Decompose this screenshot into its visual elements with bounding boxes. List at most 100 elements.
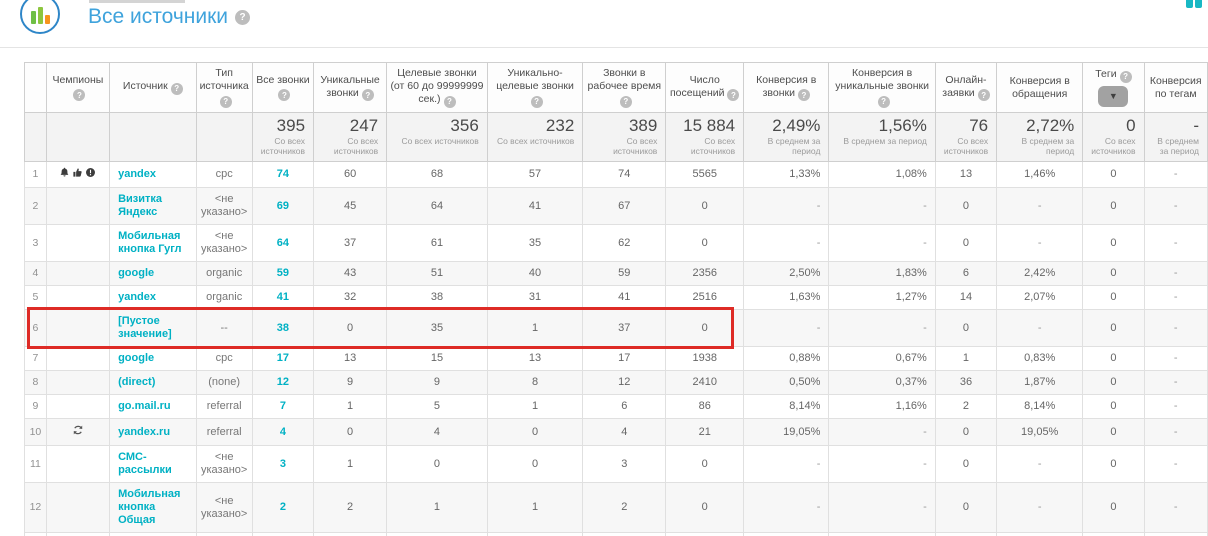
cell-online_leads: 1 bbox=[934, 346, 998, 371]
source-link[interactable]: yandex bbox=[118, 168, 156, 180]
help-icon[interactable]: ? bbox=[278, 89, 291, 102]
all-calls-link[interactable]: 17 bbox=[276, 352, 290, 364]
source-link[interactable]: Мобильная кнопка Гугл bbox=[118, 230, 182, 255]
column-header-conv_unique_calls[interactable]: Конверсия в уникальные звонки? bbox=[828, 62, 936, 113]
cell-conv_requests: - bbox=[996, 532, 1084, 536]
all-calls-link[interactable]: 59 bbox=[276, 267, 290, 279]
column-label: Уникальные звонки bbox=[320, 73, 380, 99]
help-icon[interactable]: ? bbox=[73, 89, 86, 102]
total-value: - bbox=[1193, 116, 1199, 135]
cell-conv_unique_calls: 0,37% bbox=[828, 370, 936, 395]
cell-source: Мобильная кнопка Гугл bbox=[109, 224, 197, 262]
help-icon[interactable]: ? bbox=[797, 89, 810, 102]
cell-source: yandex.ru bbox=[109, 418, 197, 446]
source-link[interactable]: Мобильная кнопка Общая bbox=[118, 488, 181, 526]
help-icon[interactable]: ? bbox=[877, 95, 890, 108]
cell-working_hours_calls: 41 bbox=[582, 285, 667, 310]
help-icon[interactable]: ? bbox=[170, 82, 183, 95]
all-calls-link[interactable]: 64 bbox=[276, 236, 290, 249]
source-link[interactable]: [Пустое значение] bbox=[118, 315, 172, 340]
source-link[interactable]: google bbox=[118, 352, 155, 364]
cell-conv_tags: - bbox=[1143, 261, 1208, 286]
page-title: Все источники bbox=[88, 5, 229, 28]
help-icon[interactable]: ? bbox=[1119, 70, 1132, 83]
cell-conv_calls: - bbox=[743, 309, 830, 347]
all-calls-link[interactable]: 2 bbox=[279, 501, 286, 513]
source-link[interactable]: Визитка Яндекс bbox=[118, 193, 163, 218]
source-link[interactable]: google bbox=[118, 267, 155, 279]
cell-visits: 2356 bbox=[665, 261, 745, 286]
column-header-tags[interactable]: Теги? ▼ bbox=[1082, 62, 1145, 113]
cell-target_calls: 61 bbox=[386, 224, 488, 262]
source-link[interactable]: СМС-рассылки bbox=[118, 451, 172, 476]
column-header-conv_requests[interactable]: Конверсия в обращения bbox=[996, 62, 1084, 113]
total-value: 1,56% bbox=[878, 116, 927, 135]
logo-bar-chart-icon bbox=[20, 0, 60, 34]
column-header-target_calls[interactable]: Целевые звонки (от 60 до 99999999 сек.)? bbox=[386, 62, 488, 113]
cell-visits: 0 bbox=[665, 224, 745, 262]
cell-conv_unique_calls: - bbox=[828, 445, 936, 483]
column-header-champions[interactable]: Чемпионы? bbox=[45, 62, 111, 113]
column-header-unique_calls[interactable]: Уникальные звонки? bbox=[313, 62, 388, 113]
source-link[interactable]: (direct) bbox=[118, 376, 156, 388]
cell-working_hours_calls: 62 bbox=[582, 224, 667, 262]
all-calls-link[interactable]: 4 bbox=[279, 425, 286, 438]
help-icon[interactable]: ? bbox=[977, 89, 990, 102]
column-header-conv_calls[interactable]: Конверсия в звонки? bbox=[743, 62, 830, 113]
all-calls-link[interactable]: 74 bbox=[276, 168, 290, 180]
column-header-conv_tags[interactable]: Конверсия по тегам bbox=[1143, 62, 1208, 113]
column-header-source[interactable]: Источник? bbox=[109, 62, 197, 113]
table-row: 10 yandex.ru referral 4 0 4 0 4 21 19,05% -0 19,05%… bbox=[24, 418, 1208, 446]
cell-conv_requests: 1,46% bbox=[996, 161, 1084, 188]
total-cell-unique_calls: 247 Со всех источников bbox=[313, 112, 388, 162]
cell-unique_calls: 13 bbox=[313, 346, 388, 371]
corner-icon[interactable] bbox=[1186, 0, 1202, 8]
total-sublabel: Со всех источников bbox=[496, 136, 575, 146]
total-value: 356 bbox=[450, 116, 479, 135]
source-link[interactable]: yandex.ru bbox=[118, 425, 171, 438]
column-header-all_calls[interactable]: Все звонки? bbox=[251, 62, 315, 113]
all-calls-link[interactable]: 7 bbox=[279, 400, 286, 412]
cell-target_calls: 4 bbox=[386, 418, 488, 446]
all-calls-link[interactable]: 69 bbox=[276, 199, 290, 212]
all-calls-link[interactable]: 38 bbox=[276, 321, 290, 334]
cell-conv_requests: 2,42% bbox=[996, 261, 1084, 286]
cell-working_hours_calls: 67 bbox=[582, 187, 667, 225]
help-icon[interactable]: ? bbox=[219, 95, 232, 108]
column-header-source_type[interactable]: Тип источника? bbox=[195, 62, 253, 113]
cell-champions bbox=[45, 224, 111, 262]
champion-icons bbox=[72, 424, 84, 436]
total-sublabel: Со всех источников bbox=[943, 136, 989, 156]
column-header-unique_target_calls[interactable]: Уникально-целевые звонки? bbox=[486, 62, 584, 113]
source-link[interactable]: yandex bbox=[118, 291, 156, 303]
cell-online_leads: 13 bbox=[934, 161, 998, 188]
help-icon[interactable]: ? bbox=[727, 89, 740, 102]
cell-source: google bbox=[109, 346, 197, 371]
all-calls-link[interactable]: 3 bbox=[279, 457, 286, 470]
cell-all_calls: 7 bbox=[251, 394, 315, 419]
cell-conv_tags: - bbox=[1143, 394, 1208, 419]
source-link[interactable]: go.mail.ru bbox=[118, 400, 171, 412]
help-icon[interactable]: ? bbox=[443, 95, 456, 108]
column-header-num[interactable] bbox=[24, 62, 47, 113]
cell-conv_unique_calls: - bbox=[828, 224, 936, 262]
title-help-icon[interactable]: ? bbox=[235, 9, 251, 25]
all-calls-link[interactable]: 41 bbox=[276, 291, 290, 303]
table-row: 6 [Пустое значение] -- 38 0 35 1 37 0- -0-0- bbox=[24, 309, 1208, 347]
total-cell-conv_requests: 2,72% В среднем за период bbox=[996, 112, 1084, 162]
column-header-online_leads[interactable]: Онлайн-заявки? bbox=[934, 62, 998, 113]
column-header-visits[interactable]: Число посещений? bbox=[665, 62, 745, 113]
header-divider bbox=[0, 47, 1208, 48]
cell-conv_tags: - bbox=[1143, 309, 1208, 347]
help-icon[interactable]: ? bbox=[361, 89, 374, 102]
cell-visits: 0 bbox=[665, 532, 745, 536]
cell-conv_tags: - bbox=[1143, 418, 1208, 446]
help-icon[interactable]: ? bbox=[619, 95, 632, 108]
sources-table-wrap: Чемпионы? Источник? Тип источника? Все звон… bbox=[24, 62, 1208, 536]
column-header-working_hours_calls[interactable]: Звонки в рабочее время? bbox=[582, 62, 667, 113]
tags-filter-button[interactable]: ▼ bbox=[1098, 85, 1129, 107]
cell-unique_target_calls: 0 bbox=[486, 445, 584, 483]
all-calls-link[interactable]: 12 bbox=[276, 376, 290, 388]
cell-all_calls: 64 bbox=[251, 224, 315, 262]
help-icon[interactable]: ? bbox=[530, 95, 543, 108]
